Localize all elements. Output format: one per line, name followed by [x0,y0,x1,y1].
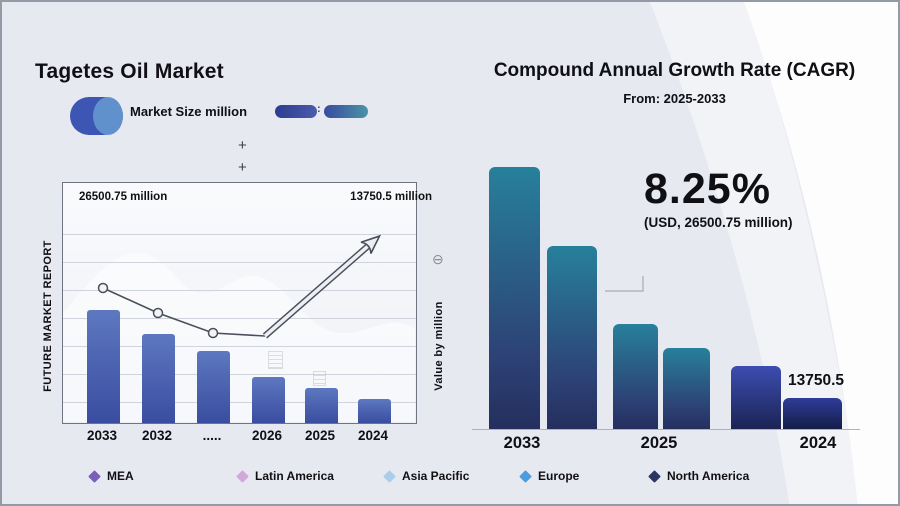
left-chart-gridlines [63,207,416,423]
diamond-marker-icon [88,469,101,483]
cylinder-cap [93,97,123,135]
market-size-legend-label: Market Size million [130,104,248,119]
right-chart-baseline [472,429,860,430]
legend-item-label: Asia Pacific [402,469,470,483]
diamond-marker-icon [383,469,396,483]
plus-icon: + [238,137,247,154]
minus-circle-icon: ⊖ [432,251,444,267]
right-chart-title: Compound Annual Growth Rate (CAGR) [493,60,856,81]
bracket-decoration [605,276,644,292]
right-x-label-2024: 2024 [799,434,837,452]
right-bar-2024-1 [731,366,781,429]
legend-item-asia-pacific: Asia Pacific [383,469,470,483]
legend-item-north-america: North America [648,469,750,483]
left-x-label-2033: 2033 [86,428,118,443]
document-watermark-icon [268,351,283,369]
left-bar-..... [197,351,230,423]
right-bar-2024-2 [783,398,842,429]
left-chart-side-label: FUTURE MARKET REPORT [42,240,54,392]
legend-item-label: Europe [538,469,580,483]
left-chart-trend-line [97,234,382,339]
legend-item-latin-america: Latin America [236,469,334,483]
legend-item-label: Latin America [255,469,334,483]
diamond-marker-icon [519,469,532,483]
legend-item-europe: Europe [519,469,580,483]
right-bar-2025-1 [613,324,658,429]
left-bar-2026 [252,377,285,423]
left-bar-2033 [87,310,120,423]
right-bar-2025-2 [663,348,710,429]
left-chart-annotation-end: 13750.5 million [350,191,432,203]
left-x-label-.....: ..... [202,428,222,443]
diamond-marker-icon [236,469,249,483]
cylinder-legend-icon [70,97,123,135]
legend-item-label: MEA [107,469,134,483]
left-chart-panel: 26500.75 million 13750.5 million [62,182,432,424]
left-bar-2032 [142,334,175,423]
legend-item-label: North America [667,469,750,483]
right-bar-2033-1 [489,167,540,429]
left-x-label-2032: 2032 [141,428,173,443]
right-chart-subtitle: From: 2025-2033 [623,91,726,106]
right-x-label-2025: 2025 [640,434,678,452]
legend-item-mea: MEA [88,469,134,483]
page-title: Tagetes Oil Market [35,60,224,83]
right-x-label-2033: 2033 [503,434,541,452]
left-bar-2024 [358,399,391,423]
left-x-label-2025: 2025 [304,428,336,443]
right-bar-2033-2 [547,246,597,429]
legend-pill-blue [275,105,317,118]
left-x-label-2026: 2026 [251,428,283,443]
left-bar-2025 [305,388,338,423]
legend-pill-teal [324,105,368,118]
right-chart-bar-value-label: 13750.5 [788,372,845,389]
left-x-label-2024: 2024 [357,428,389,443]
diamond-marker-icon [648,469,661,483]
legend-pill-separator: : [317,103,321,115]
cagr-detail: (USD, 26500.75 million) [644,215,793,230]
plus-icon: + [238,159,247,176]
right-chart-ylabel: Value by million [433,301,445,391]
left-chart-annotation-start: 26500.75 million [79,191,168,203]
document-watermark-icon [313,371,326,386]
cagr-value: 8.25% [644,165,771,213]
